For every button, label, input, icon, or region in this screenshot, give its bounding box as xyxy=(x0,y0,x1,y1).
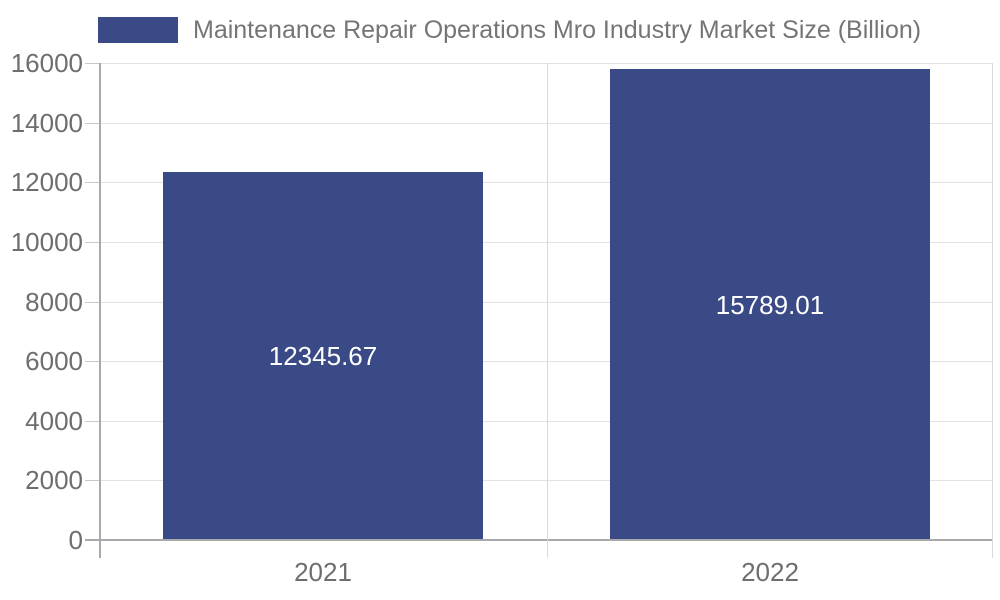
y-gridline xyxy=(100,480,993,481)
y-axis-label: 10000 xyxy=(10,227,83,257)
legend-swatch xyxy=(98,17,178,43)
y-gridline xyxy=(100,242,993,243)
y-gridline xyxy=(100,361,993,362)
y-tick xyxy=(85,480,100,481)
y-axis-label: 2000 xyxy=(25,465,83,495)
y-axis-label: 12000 xyxy=(10,167,83,197)
x-baseline xyxy=(85,539,993,541)
y-gridline xyxy=(100,63,993,64)
y-tick xyxy=(85,123,100,124)
y-axis-label: 6000 xyxy=(25,346,83,376)
x-axis-label: 2022 xyxy=(741,557,799,587)
x-axis-label: 2021 xyxy=(294,557,352,587)
y-gridline xyxy=(100,421,993,422)
chart-title: Maintenance Repair Operations Mro Indust… xyxy=(193,16,922,44)
y-axis-label: 8000 xyxy=(25,287,83,317)
y-gridline xyxy=(100,302,993,303)
y-tick xyxy=(85,302,100,303)
y-tick xyxy=(85,182,100,183)
y-gridline xyxy=(100,123,993,124)
y-axis-label: 16000 xyxy=(10,48,83,78)
y-axis-label: 0 xyxy=(68,525,83,555)
bar-value-label: 15789.01 xyxy=(715,290,825,320)
y-tick xyxy=(85,421,100,422)
category-divider xyxy=(547,63,548,558)
plot-right-border xyxy=(992,63,993,558)
y-gridline xyxy=(100,182,993,183)
legend: Maintenance Repair Operations Mro Indust… xyxy=(98,14,921,46)
bar xyxy=(610,69,930,539)
y-axis-label: 14000 xyxy=(10,108,83,138)
bar-value-label: 12345.67 xyxy=(268,341,378,371)
bar xyxy=(163,172,483,539)
y-tick xyxy=(85,361,100,362)
y-axis-label: 4000 xyxy=(25,406,83,436)
y-tick xyxy=(85,63,100,64)
y-axis-line xyxy=(99,63,101,558)
y-tick xyxy=(85,242,100,243)
